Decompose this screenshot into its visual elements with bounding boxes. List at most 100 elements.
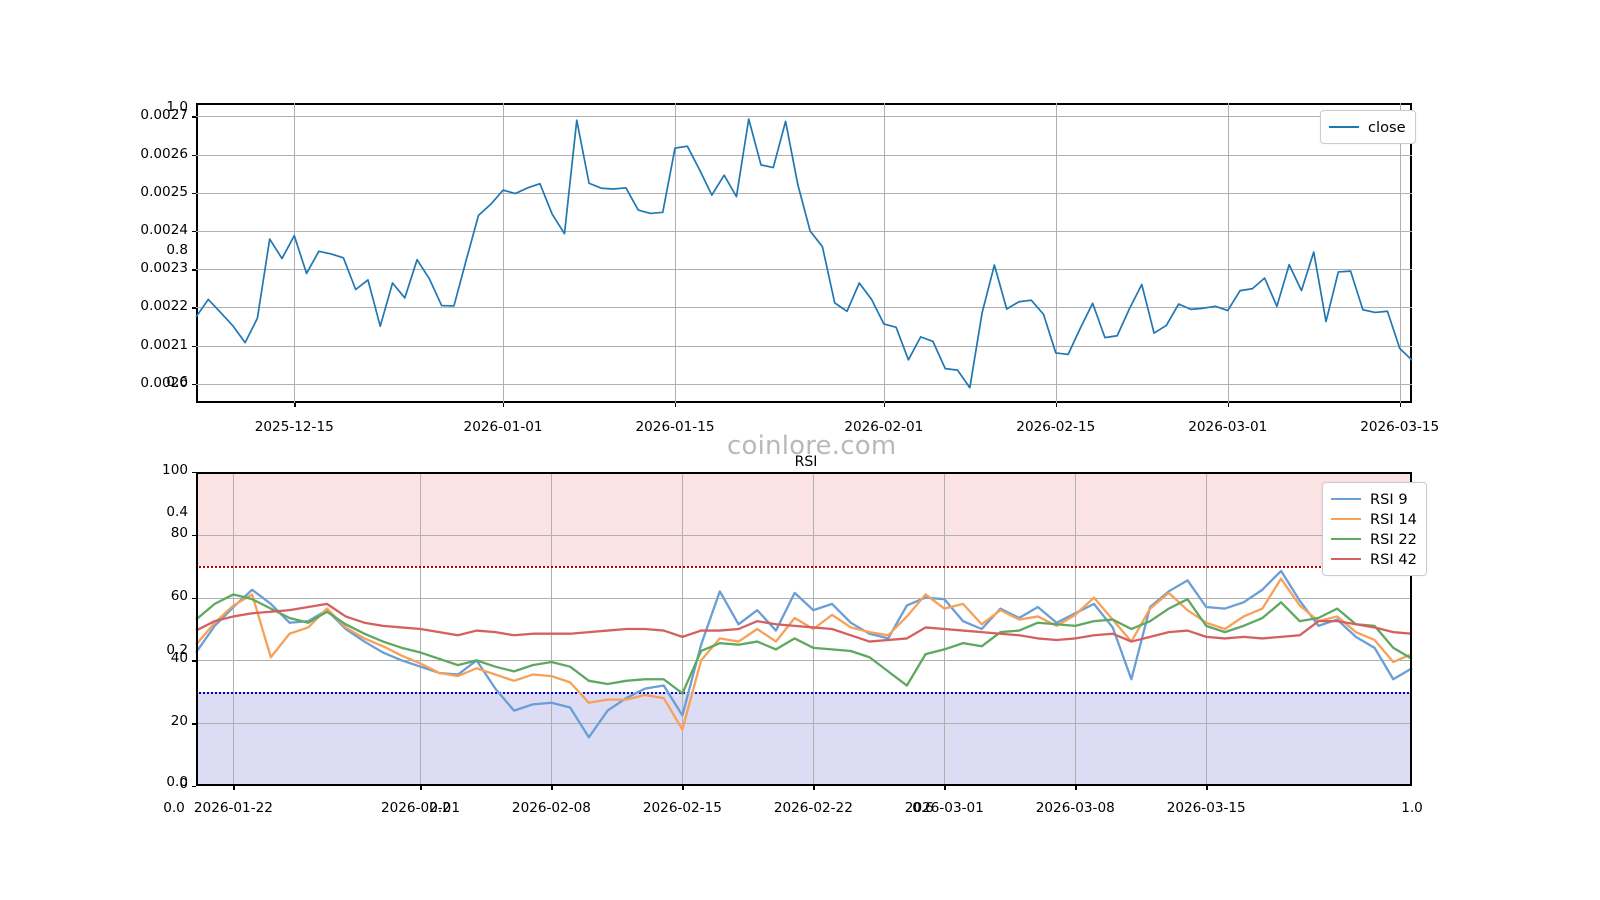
- y-tick-mark: [192, 383, 196, 386]
- rsi-line-plot: [195, 569, 1413, 739]
- x-axis-secondary-tick-label: 1.0: [1401, 800, 1423, 816]
- y-axis-tick-label: 20: [170, 713, 188, 730]
- y-tick-mark: [192, 231, 196, 233]
- rsi-axis-spine-left: [196, 472, 198, 786]
- y-axis-tick-label: 0.0023: [140, 260, 188, 277]
- x-tick-mark: [503, 403, 505, 407]
- y-axis-tick-label: 60: [170, 587, 188, 604]
- y-tick-mark: [192, 597, 196, 599]
- legend-color-swatch: [1329, 126, 1359, 128]
- y-axis-tick-label: 40: [170, 650, 188, 667]
- x-axis-secondary-tick-label: 0.0: [163, 800, 185, 816]
- oversold-threshold-line: [196, 691, 1412, 694]
- rsi-series-line: [195, 602, 1413, 643]
- legend-item[interactable]: RSI 14: [1331, 509, 1417, 529]
- rsi-series-line: [195, 593, 1413, 695]
- x-axis-tick-label: 2026-02-01: [380, 800, 460, 816]
- y-axis-secondary-tick-label: 0.6: [166, 374, 188, 390]
- y-axis-tick-label: 100: [162, 462, 188, 478]
- gridline: [883, 103, 885, 403]
- price-chart-legend[interactable]: close: [1320, 110, 1416, 144]
- x-axis-tick-label: 2026-02-08: [511, 800, 591, 816]
- legend-label: RSI 14: [1370, 510, 1417, 528]
- gridline: [551, 472, 553, 786]
- legend-color-swatch: [1331, 538, 1361, 540]
- x-tick-mark: [294, 403, 296, 407]
- y-axis-tick-label: 0.0024: [140, 222, 188, 239]
- overbought-threshold-line: [196, 566, 1412, 569]
- x-axis-tick-label: 2026-01-15: [635, 419, 715, 435]
- gridline: [503, 103, 505, 403]
- x-axis-tick-label: 2026-03-01: [904, 800, 984, 816]
- x-axis-secondary-tick-label: 0.2: [429, 800, 451, 816]
- x-axis-tick-label: 2026-02-22: [773, 800, 853, 816]
- overbought-band: [196, 472, 1412, 567]
- x-tick-mark: [675, 403, 677, 407]
- y-tick-mark: [192, 154, 196, 156]
- oversold-band: [196, 691, 1412, 786]
- price-axis-spine-bottom: [196, 401, 1412, 403]
- rsi-series-line: [195, 569, 1413, 739]
- gridline: [196, 231, 1412, 233]
- y-tick-mark: [192, 116, 196, 118]
- price-axis-spine-left: [196, 103, 198, 403]
- legend-item[interactable]: RSI 9: [1331, 489, 1417, 509]
- y-tick-mark: [192, 345, 196, 348]
- gridline: [233, 472, 235, 786]
- y-tick-mark: [192, 660, 196, 662]
- gridline: [196, 597, 1412, 599]
- legend-item[interactable]: close: [1329, 117, 1406, 137]
- x-tick-mark: [420, 786, 422, 790]
- gridline: [196, 269, 1412, 271]
- legend-label: close: [1368, 118, 1406, 136]
- price-line-plot: [195, 118, 1413, 389]
- gridline: [1227, 103, 1229, 403]
- x-axis-tick-label: 2026-03-01: [1188, 419, 1268, 435]
- gridline: [1075, 472, 1077, 786]
- y-axis-tick-label: 0.0022: [140, 298, 188, 315]
- legend-color-swatch: [1331, 518, 1361, 520]
- x-tick-mark: [944, 786, 946, 790]
- y-axis-tick-label: 80: [170, 524, 188, 541]
- y-axis-tick-label: 0: [179, 776, 188, 792]
- gridline: [196, 660, 1412, 662]
- gridline: [196, 723, 1412, 725]
- y-axis-tick-label: 0.0025: [140, 183, 188, 200]
- price-axis-spine-top: [196, 103, 1412, 105]
- rsi-chart-title: RSI: [794, 454, 818, 470]
- legend-item[interactable]: RSI 22: [1331, 529, 1417, 549]
- gridline: [196, 383, 1412, 385]
- gridline: [196, 116, 1412, 118]
- rsi-axis-spine-top: [196, 472, 1412, 474]
- x-tick-mark: [1055, 403, 1058, 407]
- y-tick-mark: [192, 472, 196, 474]
- y-axis-tick-label: 0.0026: [140, 145, 188, 162]
- x-axis-tick-label: 2026-02-15: [642, 800, 722, 816]
- legend-label: RSI 22: [1370, 530, 1417, 548]
- legend-color-swatch: [1331, 558, 1361, 560]
- price-chart-axes: [192, 103, 1413, 407]
- legend-color-swatch: [1331, 498, 1361, 500]
- gridline: [675, 103, 677, 403]
- y-tick-mark: [192, 192, 196, 195]
- y-axis-tick-label: 0.0021: [140, 336, 188, 353]
- y-axis-secondary-tick-label: 0.8: [166, 242, 188, 258]
- x-axis-secondary-tick-label: 0.6: [912, 800, 934, 816]
- x-axis-tick-label: 2026-01-01: [463, 419, 543, 435]
- rsi-chart-legend[interactable]: RSI 9 RSI 14 RSI 22 RSI 42: [1322, 482, 1427, 576]
- y-axis-secondary-tick-label: 0.4: [166, 504, 188, 520]
- legend-item[interactable]: RSI 42: [1331, 549, 1417, 569]
- x-axis-tick-label: 2026-01-22: [193, 800, 273, 816]
- gridline: [294, 103, 296, 403]
- y-axis-secondary-tick-label: 0.0: [166, 774, 188, 790]
- gridline: [1399, 103, 1401, 403]
- x-axis-tick-label: 2026-03-15: [1360, 419, 1440, 435]
- rsi-axis-spine-right: [1410, 472, 1412, 786]
- gridline: [196, 154, 1412, 156]
- y-axis-tick-label: 0.0027: [140, 107, 188, 124]
- coinlore-watermark: coinlore.com: [727, 431, 897, 461]
- rsi-series-line: [195, 577, 1413, 731]
- x-tick-mark: [682, 786, 684, 790]
- x-axis-tick-label: 2026-02-01: [844, 419, 924, 435]
